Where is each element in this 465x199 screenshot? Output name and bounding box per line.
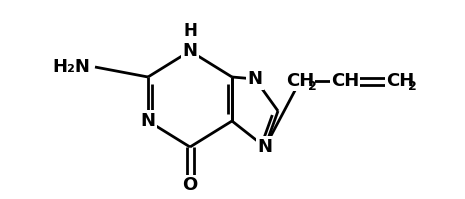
Text: N: N <box>247 70 263 88</box>
Text: N: N <box>182 42 198 60</box>
Text: H₂N: H₂N <box>52 58 90 76</box>
Text: N: N <box>258 138 272 156</box>
Text: H: H <box>183 22 197 40</box>
Text: O: O <box>182 176 198 194</box>
Text: 2: 2 <box>408 79 416 93</box>
Text: CH: CH <box>386 72 414 90</box>
Text: CH: CH <box>331 72 359 90</box>
Text: N: N <box>140 112 155 130</box>
Text: 2: 2 <box>308 79 316 93</box>
Text: CH: CH <box>286 72 314 90</box>
